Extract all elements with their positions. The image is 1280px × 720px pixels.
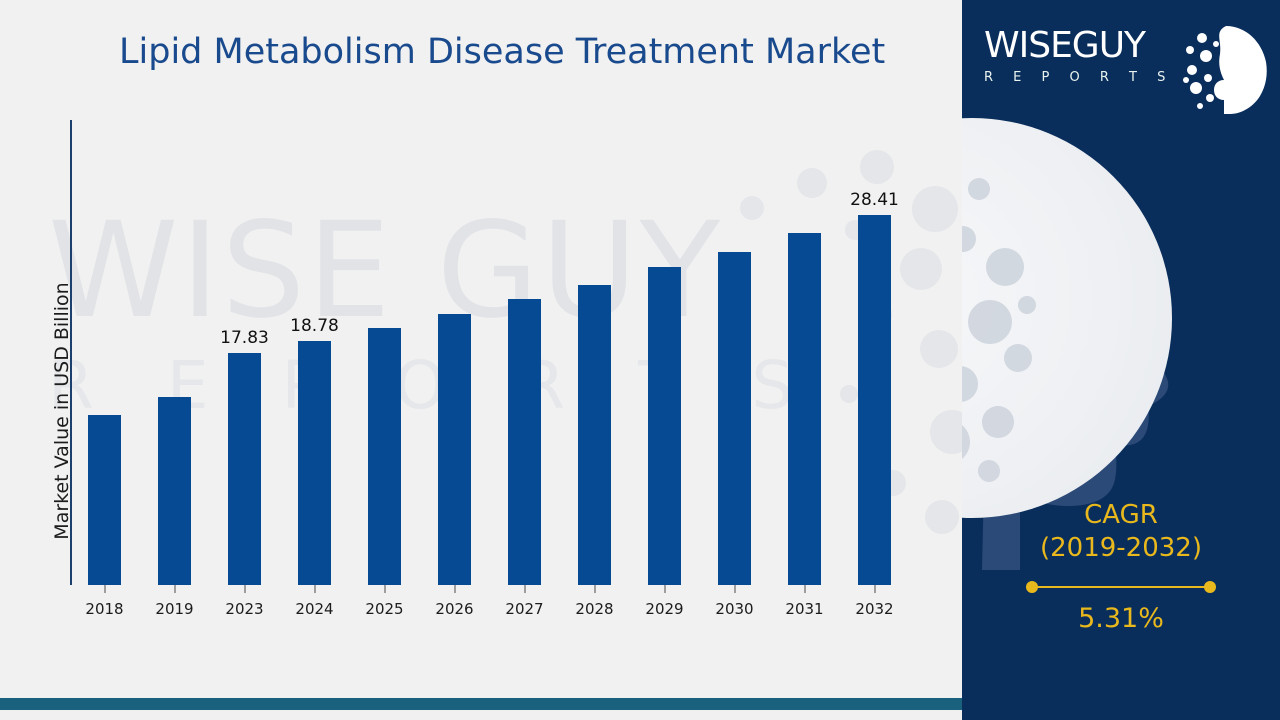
logo-text: WISEGUY bbox=[984, 25, 1146, 66]
x-tick-label: 2025 bbox=[365, 600, 404, 618]
x-tick bbox=[174, 585, 175, 593]
molecule-dot bbox=[968, 178, 990, 200]
x-tick-label: 2019 bbox=[155, 600, 194, 618]
bar[interactable] bbox=[508, 299, 541, 585]
x-tick bbox=[664, 585, 665, 593]
plot-area: 2018 2019 17.83 2023 18.78 2024 bbox=[70, 120, 920, 618]
bar[interactable] bbox=[88, 415, 121, 585]
x-tick-label: 2024 bbox=[295, 600, 334, 618]
divider-dot-right bbox=[1204, 581, 1216, 594]
x-tick-label: 2026 bbox=[435, 600, 474, 618]
molecule-dot bbox=[982, 406, 1014, 438]
background-dot bbox=[920, 330, 958, 368]
page-title: Lipid Metabolism Disease Treatment Marke… bbox=[119, 32, 886, 72]
bar[interactable] bbox=[438, 314, 471, 585]
bar[interactable] bbox=[158, 397, 191, 585]
molecule-dot bbox=[962, 366, 978, 402]
bar[interactable] bbox=[858, 215, 891, 585]
y-axis-line bbox=[70, 120, 72, 585]
molecule-dot bbox=[978, 460, 1000, 482]
molecule-dot bbox=[1018, 296, 1036, 314]
bar[interactable] bbox=[228, 353, 261, 585]
x-tick bbox=[734, 585, 735, 593]
x-tick bbox=[454, 585, 455, 593]
molecule-dot bbox=[962, 420, 970, 464]
logo-head-icon bbox=[1183, 26, 1267, 114]
x-tick bbox=[804, 585, 805, 593]
bar-value-label: 17.83 bbox=[220, 328, 269, 348]
bar[interactable] bbox=[648, 267, 681, 585]
bar[interactable] bbox=[788, 233, 821, 585]
bar-value-label: 28.41 bbox=[850, 190, 899, 210]
logo: WISEGUY R E P O R T S bbox=[984, 25, 1267, 114]
bar[interactable] bbox=[298, 341, 331, 585]
x-tick-label: 2018 bbox=[85, 600, 124, 618]
bar[interactable] bbox=[368, 328, 401, 585]
bar-value-label: 18.78 bbox=[290, 316, 339, 336]
cagr-label: CAGR bbox=[1084, 500, 1158, 530]
x-tick bbox=[594, 585, 595, 593]
x-tick-label: 2023 bbox=[225, 600, 264, 618]
brand-panel: WISEGUY R E P O R T S CAGR (2019-2032) bbox=[962, 0, 1280, 720]
chart-panel: WISE GUY R E P O R T S Lipid Metabolism … bbox=[0, 32, 962, 710]
bar[interactable] bbox=[718, 252, 751, 585]
x-tick-label: 2027 bbox=[505, 600, 544, 618]
molecule-dot bbox=[962, 226, 976, 252]
x-tick-label: 2028 bbox=[575, 600, 614, 618]
background-dot bbox=[925, 500, 959, 534]
x-tick bbox=[524, 585, 525, 593]
molecule-dot bbox=[986, 248, 1024, 286]
x-tick bbox=[314, 585, 315, 593]
cagr-range: (2019-2032) bbox=[1039, 533, 1202, 564]
x-tick bbox=[874, 585, 875, 593]
cagr-divider bbox=[1026, 581, 1216, 594]
molecule-dot bbox=[1004, 344, 1032, 372]
x-tick-label: 2031 bbox=[785, 600, 824, 618]
x-tick bbox=[104, 585, 105, 593]
molecule-dot bbox=[968, 300, 1012, 344]
cagr-block: CAGR (2019-2032) 5.31% bbox=[962, 500, 1280, 634]
bottom-accent-bar bbox=[0, 698, 962, 710]
x-tick-label: 2029 bbox=[645, 600, 684, 618]
divider-line bbox=[1032, 586, 1210, 589]
x-tick-label: 2030 bbox=[715, 600, 754, 618]
cagr-value: 5.31% bbox=[1078, 603, 1164, 635]
bar[interactable] bbox=[578, 285, 611, 585]
x-tick bbox=[244, 585, 245, 593]
logo-subtext: R E P O R T S bbox=[984, 70, 1174, 85]
x-tick-label: 2032 bbox=[855, 600, 894, 618]
x-tick bbox=[384, 585, 385, 593]
background-dot bbox=[930, 410, 962, 454]
